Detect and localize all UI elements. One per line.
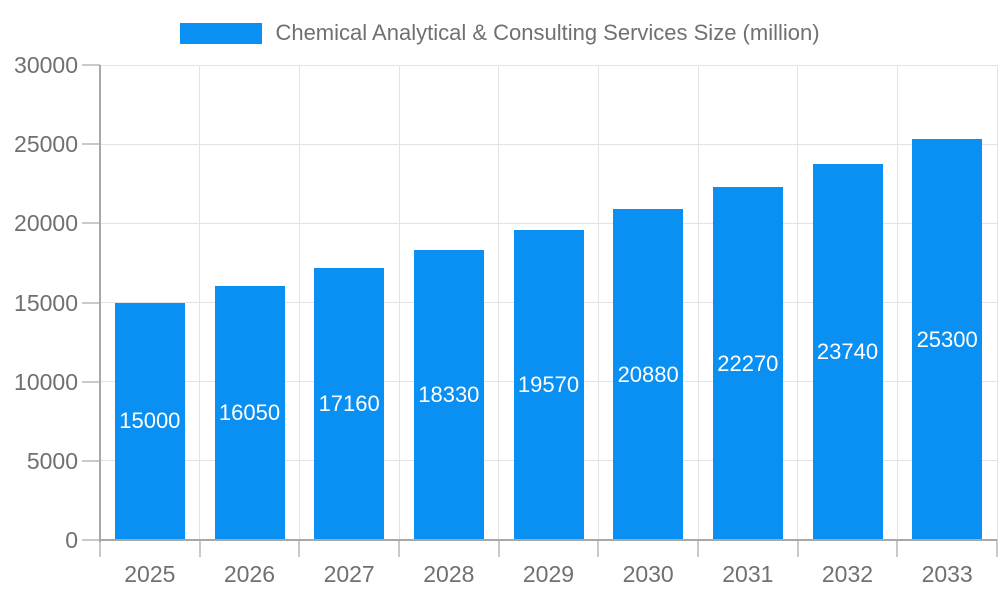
y-axis-tick-label: 30000	[14, 52, 78, 78]
bar[interactable]	[812, 164, 883, 539]
y-axis-tick-label: 25000	[14, 131, 78, 158]
x-axis-tick	[497, 540, 500, 557]
bar[interactable]	[513, 230, 584, 539]
x-axis-tick-label: 2027	[323, 561, 375, 587]
x-axis-tick	[597, 540, 600, 557]
x-axis-tick	[697, 540, 699, 557]
y-axis-tick-label: 0	[65, 527, 78, 553]
y-axis-tick	[82, 143, 100, 146]
x-axis-tick	[796, 540, 799, 557]
bar[interactable]	[613, 209, 684, 539]
y-axis-tick-label: 5000	[26, 447, 78, 474]
x-axis-tick	[99, 540, 101, 557]
x-axis-line	[100, 539, 997, 541]
x-gridline	[498, 65, 500, 540]
x-axis-tick	[398, 540, 400, 557]
x-gridline	[697, 65, 699, 540]
x-axis-tick-label: 2025	[124, 561, 176, 587]
y-axis-tick	[82, 380, 100, 383]
x-gridline	[797, 65, 799, 540]
x-axis-tick-label: 2026	[223, 561, 276, 587]
bar-value-label: 18330	[418, 381, 480, 407]
y-axis-tick-label: 10000	[14, 368, 78, 395]
x-axis-tick-label: 2029	[522, 561, 575, 587]
x-gridline	[896, 65, 898, 540]
legend-swatch	[180, 22, 263, 44]
y-axis-line	[99, 65, 101, 542]
x-axis-tick-label: 2030	[622, 561, 674, 587]
y-axis-tick	[82, 459, 100, 462]
x-axis-tick	[198, 540, 201, 557]
legend[interactable]: Chemical Analytical & Consulting Service…	[0, 20, 1000, 46]
y-gridline	[100, 143, 997, 145]
y-axis-tick	[82, 301, 100, 304]
bar-value-label: 19570	[517, 372, 580, 398]
y-gridline	[100, 64, 997, 66]
x-gridline	[298, 65, 300, 540]
bar[interactable]	[712, 187, 783, 539]
bar-value-label: 23740	[816, 339, 879, 365]
y-axis-tick	[82, 222, 100, 225]
x-axis-tick-label: 2033	[921, 561, 973, 587]
bar[interactable]	[114, 302, 185, 539]
x-gridline	[199, 65, 201, 540]
bar[interactable]	[314, 268, 385, 539]
bar-value-label: 15000	[119, 408, 181, 434]
bar-value-label: 20880	[617, 361, 679, 387]
bar[interactable]	[214, 285, 285, 539]
x-axis-tick	[996, 540, 998, 557]
y-axis-tick	[82, 539, 100, 541]
bar-value-label: 17160	[318, 391, 380, 417]
x-axis-tick	[298, 540, 301, 557]
bar-value-label: 22270	[717, 350, 779, 376]
y-axis-tick-label: 20000	[14, 210, 78, 237]
y-axis-tick	[82, 64, 100, 66]
bar[interactable]	[912, 139, 983, 539]
y-axis-tick-label: 15000	[14, 289, 78, 316]
x-gridline	[597, 65, 599, 540]
legend-label: Chemical Analytical & Consulting Service…	[275, 20, 820, 45]
y-gridline	[100, 222, 997, 224]
x-axis-tick-label: 2032	[821, 561, 874, 587]
bar-value-label: 16050	[218, 399, 281, 425]
x-axis-tick	[896, 540, 899, 557]
x-axis-tick-label: 2028	[423, 561, 475, 587]
bar[interactable]	[413, 249, 484, 539]
x-gridline	[996, 65, 998, 540]
x-axis-tick-label: 2031	[722, 561, 774, 587]
x-gridline	[398, 65, 400, 540]
bar-value-label: 25300	[916, 326, 978, 352]
